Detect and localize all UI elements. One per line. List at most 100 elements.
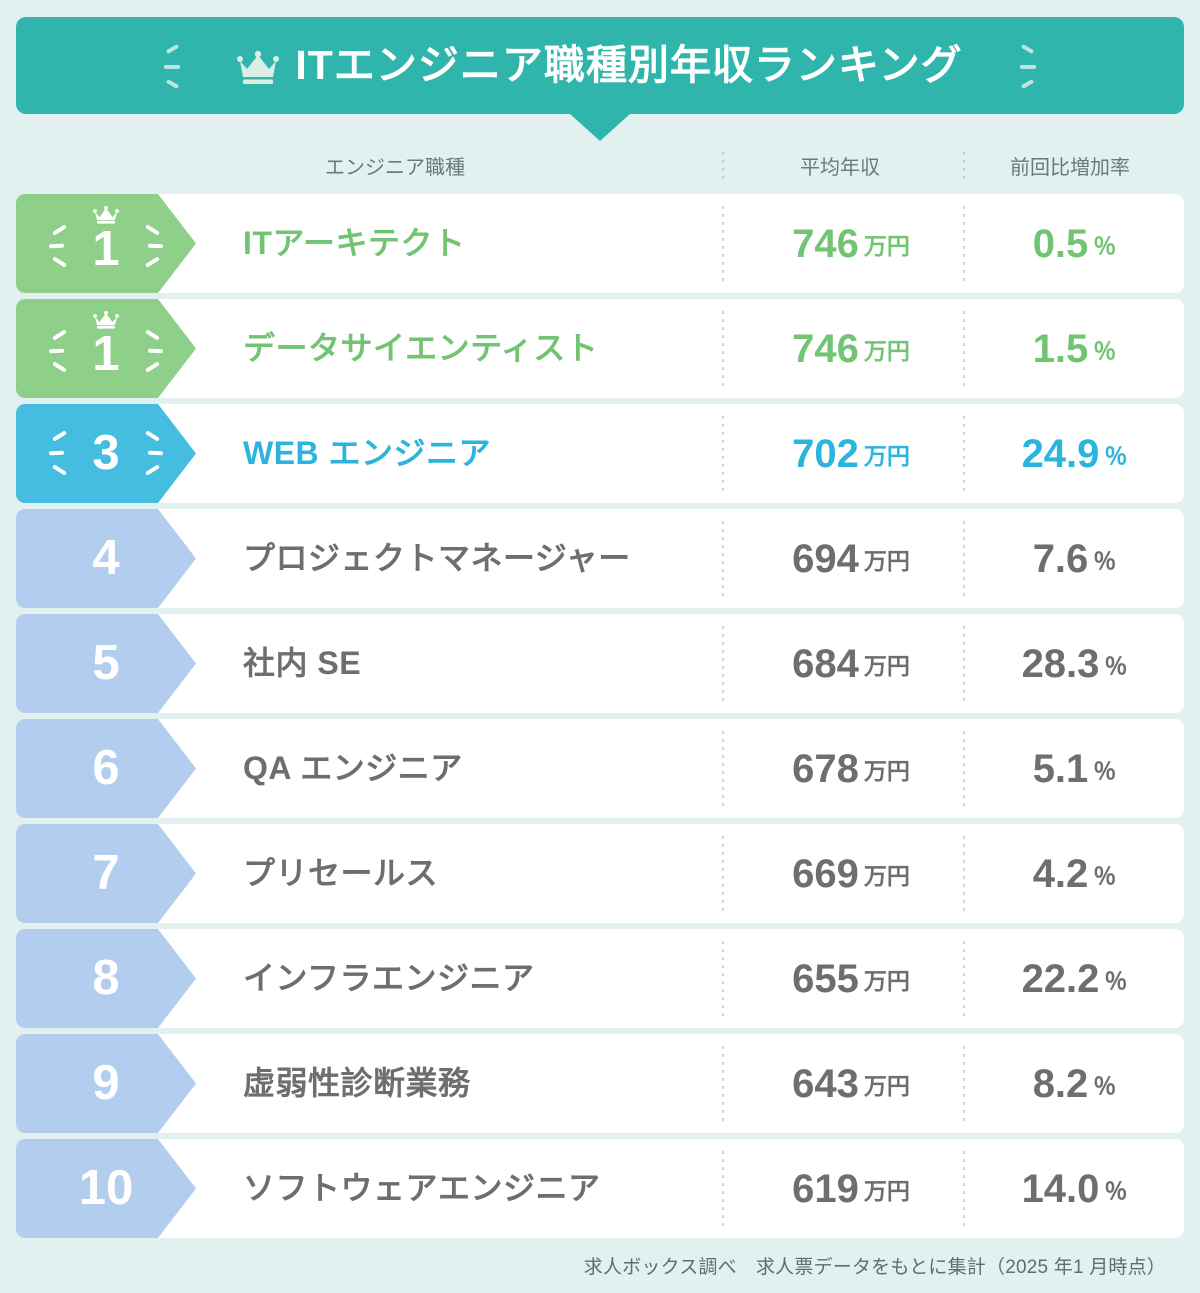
rate-value: 4.2 [1032, 851, 1089, 896]
salary-unit: 万円 [863, 548, 910, 574]
shine-right-icon [130, 194, 164, 293]
rate-unit: ％ [1104, 653, 1128, 679]
row-divider-1 [722, 626, 724, 701]
rate-value: 7.6 [1032, 536, 1089, 581]
shine-left-icon [48, 404, 82, 503]
salary-cell: 678 万円 [740, 719, 962, 818]
rate-unit: ％ [1093, 1073, 1117, 1099]
row-divider-2 [963, 836, 965, 911]
rate-unit: ％ [1093, 338, 1117, 364]
rank-number: 6 [92, 741, 120, 795]
job-title: プロジェクトマネージャー [243, 540, 631, 576]
rank-badge-inner: 5 [46, 614, 166, 713]
rank-badge: 1 [16, 299, 196, 398]
source-note: 求人ボックス調べ 求人票データをもとに集計（2025 年1 月時点） [583, 1257, 1166, 1278]
ranking-list: 1 ITアーキテクト 746 万円 0.5 ％ 1 データサイエンティスト 746 万円 1.5 ％ 3… [16, 194, 1184, 1244]
sparkle-right-icon [1010, 43, 1036, 91]
salary-value: 669 [792, 851, 859, 896]
row-divider-2 [963, 626, 965, 701]
rank-badge: 9 [16, 1034, 196, 1133]
job-title: ソフトウェアエンジニア [243, 1170, 601, 1206]
row-divider-1 [722, 1046, 724, 1121]
rate-unit: ％ [1104, 443, 1128, 469]
rate-value: 8.2 [1032, 1061, 1089, 1106]
rank-number: 8 [92, 951, 120, 1005]
rate-cell: 24.9 ％ [965, 404, 1184, 503]
salary-cell: 655 万円 [740, 929, 962, 1028]
row-divider-1 [722, 311, 724, 386]
rate-unit: ％ [1093, 863, 1117, 889]
rate-cell: 14.0 ％ [965, 1139, 1184, 1238]
table-row: 8 インフラエンジニア 655 万円 22.2 ％ [16, 929, 1184, 1028]
row-divider-1 [722, 941, 724, 1016]
row-divider-2 [963, 731, 965, 806]
rate-cell: 0.5 ％ [965, 194, 1184, 293]
salary-cell: 702 万円 [740, 404, 962, 503]
rank-number: 1 [92, 222, 120, 276]
job-title: インフラエンジニア [243, 960, 535, 996]
table-row: 6 QA エンジニア 678 万円 5.1 ％ [16, 719, 1184, 818]
rate-cell: 5.1 ％ [965, 719, 1184, 818]
rank-badge-inner: 10 [46, 1139, 166, 1238]
job-title: 虚弱性診断業務 [243, 1065, 471, 1101]
salary-cell: 619 万円 [740, 1139, 962, 1238]
header: ITエンジニア職種別年収ランキング [16, 17, 1184, 114]
rate-value: 24.9 [1021, 431, 1100, 476]
row-divider-2 [963, 941, 965, 1016]
row-divider-1 [722, 206, 724, 281]
rank-badge: 10 [16, 1139, 196, 1238]
column-header-rate: 前回比増加率 [1010, 157, 1130, 179]
salary-unit: 万円 [863, 758, 910, 784]
salary-unit: 万円 [863, 338, 910, 364]
rate-value: 28.3 [1021, 641, 1100, 686]
rate-unit: ％ [1093, 233, 1117, 259]
rank-badge: 1 [16, 194, 196, 293]
header-bar: ITエンジニア職種別年収ランキング [16, 17, 1184, 114]
row-divider-2 [963, 206, 965, 281]
salary-value: 643 [792, 1061, 859, 1106]
rank-number: 1 [92, 327, 120, 381]
salary-cell: 746 万円 [740, 194, 962, 293]
row-divider-1 [722, 416, 724, 491]
column-header-job: エンジニア職種 [325, 157, 465, 179]
salary-unit: 万円 [863, 653, 910, 679]
job-title: ITアーキテクト [243, 225, 466, 261]
row-divider-2 [963, 1046, 965, 1121]
salary-unit: 万円 [863, 1073, 910, 1099]
row-divider-2 [963, 521, 965, 596]
rate-cell: 22.2 ％ [965, 929, 1184, 1028]
salary-value: 746 [792, 326, 859, 371]
salary-value: 694 [792, 536, 859, 581]
column-divider-1 [722, 152, 724, 184]
rank-badge: 8 [16, 929, 196, 1028]
crown-icon [237, 50, 280, 85]
row-divider-2 [963, 416, 965, 491]
rank-number: 4 [92, 531, 120, 585]
salary-unit: 万円 [863, 233, 910, 259]
job-title: WEB エンジニア [243, 435, 492, 471]
rate-cell: 28.3 ％ [965, 614, 1184, 713]
rank-number: 9 [92, 1056, 120, 1110]
salary-value: 702 [792, 431, 859, 476]
job-title: QA エンジニア [243, 750, 463, 786]
rank-badge-inner: 8 [46, 929, 166, 1028]
shine-left-icon [48, 194, 82, 293]
rate-value: 0.5 [1032, 221, 1089, 266]
rank-badge-inner: 4 [46, 509, 166, 608]
column-divider-2 [963, 152, 965, 184]
row-divider-1 [722, 731, 724, 806]
salary-value: 619 [792, 1166, 859, 1211]
table-row: 3 WEB エンジニア 702 万円 24.9 ％ [16, 404, 1184, 503]
rank-badge-inner: 6 [46, 719, 166, 818]
salary-value: 655 [792, 956, 859, 1001]
shine-right-icon [130, 299, 164, 398]
rate-cell: 8.2 ％ [965, 1034, 1184, 1133]
rank-badge-inner: 9 [46, 1034, 166, 1133]
rank-badge-inner: 7 [46, 824, 166, 923]
header-arrow-icon [570, 114, 630, 141]
rank-badge: 3 [16, 404, 196, 503]
salary-unit: 万円 [863, 1178, 910, 1204]
rank-badge-inner: 1 [46, 194, 166, 293]
page-title: ITエンジニア職種別年収ランキング [295, 42, 963, 88]
rank-badge-inner: 3 [46, 404, 166, 503]
